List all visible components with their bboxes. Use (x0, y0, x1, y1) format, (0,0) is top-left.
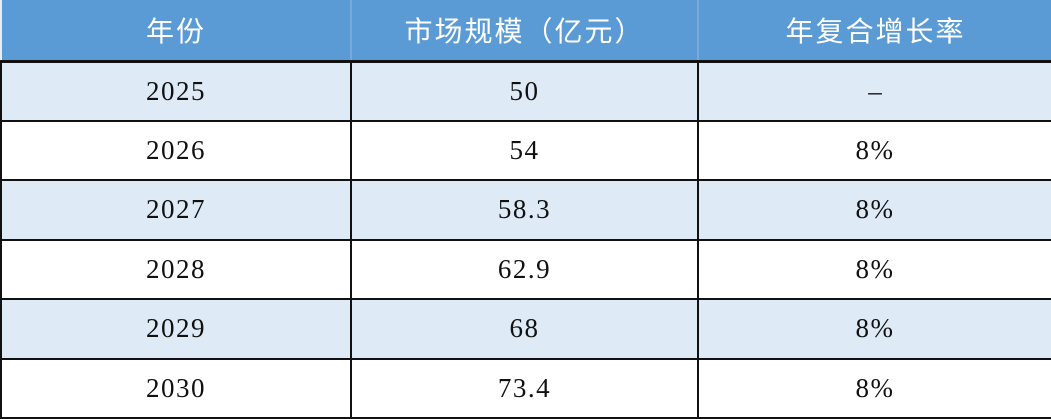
cell-cagr: – (698, 61, 1051, 122)
cell-cagr-value: 8% (855, 134, 895, 165)
cell-cagr: 8% (698, 180, 1051, 241)
cell-year-value: 2025 (146, 75, 206, 106)
column-header-market-size: 市场规模（亿元） (351, 0, 699, 63)
cell-cagr: 8% (698, 358, 1051, 419)
cell-market-size: 50 (351, 61, 699, 122)
cell-cagr-value: 8% (855, 253, 895, 284)
cell-year: 2025 (0, 61, 352, 122)
cell-market-size-value: 58.3 (497, 194, 552, 225)
cell-market-size-value: 54 (509, 134, 540, 165)
cell-market-size-value: 68 (509, 313, 540, 344)
table-row: 2029 68 8% (0, 299, 1051, 360)
cell-year: 2026 (0, 120, 352, 181)
cell-market-size: 73.4 (351, 358, 699, 419)
cell-cagr-value: 8% (855, 372, 895, 403)
cell-market-size: 54 (351, 120, 699, 181)
cell-cagr: 8% (698, 299, 1051, 360)
cell-cagr-value: – (868, 75, 882, 106)
cell-year: 2030 (0, 358, 352, 419)
table-body: 2025 50 – 2026 54 8% 2027 58.3 8% 2028 6… (0, 61, 1051, 419)
column-header-year: 年份 (0, 0, 352, 63)
cell-year: 2027 (0, 180, 352, 241)
cell-year-value: 2027 (146, 194, 206, 225)
table-row: 2030 73.4 8% (0, 358, 1051, 419)
cell-year-value: 2029 (146, 313, 206, 344)
table-row: 2026 54 8% (0, 120, 1051, 181)
table-header: 年份 市场规模（亿元） 年复合增长率 (0, 0, 1051, 63)
cell-year: 2029 (0, 299, 352, 360)
table-header-row: 年份 市场规模（亿元） 年复合增长率 (0, 0, 1051, 63)
cell-year-value: 2030 (146, 372, 206, 403)
cell-year-value: 2028 (146, 253, 206, 284)
cell-market-size-value: 50 (509, 75, 540, 106)
cell-cagr: 8% (698, 120, 1051, 181)
cell-cagr: 8% (698, 239, 1051, 300)
table-row: 2025 50 – (0, 61, 1051, 122)
cell-market-size: 62.9 (351, 239, 699, 300)
cell-market-size-value: 73.4 (497, 372, 552, 403)
table-row: 2027 58.3 8% (0, 180, 1051, 241)
cell-market-size: 68 (351, 299, 699, 360)
cell-cagr-value: 8% (855, 313, 895, 344)
table-row: 2028 62.9 8% (0, 239, 1051, 300)
column-header-cagr: 年复合增长率 (698, 0, 1051, 63)
cell-year: 2028 (0, 239, 352, 300)
cell-market-size: 58.3 (351, 180, 699, 241)
cell-cagr-value: 8% (855, 194, 895, 225)
cell-year-value: 2026 (146, 134, 206, 165)
cell-market-size-value: 62.9 (497, 253, 552, 284)
